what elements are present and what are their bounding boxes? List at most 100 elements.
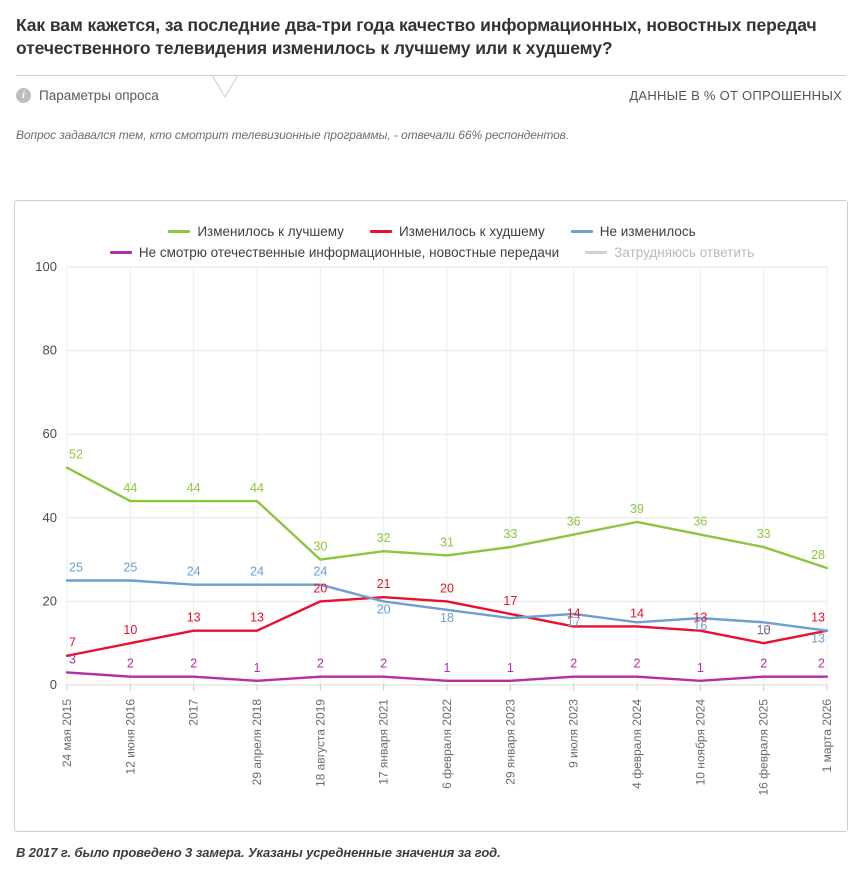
data-point-label: 24 xyxy=(313,565,327,579)
sub-note: Вопрос задавался тем, кто смотрит телеви… xyxy=(16,127,570,142)
data-point-label: 1 xyxy=(507,661,514,675)
data-point-label: 15 xyxy=(757,623,771,637)
data-point-label: 36 xyxy=(567,515,581,529)
data-point-label: 2 xyxy=(634,657,641,671)
data-point-label: 2 xyxy=(127,657,134,671)
data-point-label: 2 xyxy=(818,657,825,671)
data-point-label: 32 xyxy=(377,531,391,545)
y-axis-tick-label: 40 xyxy=(43,510,57,525)
data-point-label: 2 xyxy=(760,657,767,671)
data-point-label: 2 xyxy=(190,657,197,671)
y-axis-tick-label: 80 xyxy=(43,343,57,358)
data-point-label: 31 xyxy=(440,535,454,549)
legend-label-better: Изменилось к лучшему xyxy=(197,224,344,239)
data-point-label: 2 xyxy=(380,657,387,671)
x-axis-label: 2017 xyxy=(187,699,201,726)
legend-item-unchanged[interactable]: Не изменилось xyxy=(570,224,696,239)
x-axis-label: 17 января 2021 xyxy=(377,699,391,785)
x-axis-label: 24 мая 2015 xyxy=(60,699,74,767)
data-point-label: 10 xyxy=(123,623,137,637)
data-point-label: 44 xyxy=(187,481,201,495)
data-point-label: 2 xyxy=(570,657,577,671)
x-axis-label: 12 июня 2016 xyxy=(123,699,137,775)
legend-swatch-worse xyxy=(369,230,392,233)
data-point-label: 17 xyxy=(567,615,581,629)
data-point-label: 17 xyxy=(503,594,517,608)
series-line-2 xyxy=(65,579,829,632)
x-axis-label: 6 февраля 2022 xyxy=(440,699,454,789)
data-point-label: 33 xyxy=(503,527,517,541)
data-point-label: 20 xyxy=(377,602,391,616)
x-axis-label: 29 января 2023 xyxy=(503,699,517,785)
data-point-label: 1 xyxy=(254,661,261,675)
toolbar: i Параметры опроса ДАННЫЕ В % ОТ ОПРОШЕН… xyxy=(16,74,846,116)
legend-row-1: Изменилось к лучшему Изменилось к худшем… xyxy=(15,221,849,242)
chart-legend: Изменилось к лучшему Изменилось к худшем… xyxy=(15,221,849,263)
legend-item-worse[interactable]: Изменилось к худшему xyxy=(369,224,545,239)
data-point-label: 30 xyxy=(313,540,327,554)
data-point-label: 13 xyxy=(250,611,264,625)
legend-swatch-hard-to-say xyxy=(585,251,608,254)
y-axis-tick-label: 20 xyxy=(43,593,57,608)
data-point-label: 18 xyxy=(440,611,454,625)
data-point-label: 52 xyxy=(69,448,83,462)
legend-item-better[interactable]: Изменилось к лучшему xyxy=(168,224,344,239)
data-point-label: 13 xyxy=(811,611,825,625)
series-line-1 xyxy=(65,596,829,657)
legend-swatch-dont-watch xyxy=(109,251,132,254)
x-axis-label: 10 ноября 2024 xyxy=(693,699,707,786)
page-title: Как вам кажется, за последние два-три го… xyxy=(16,15,817,59)
y-axis-tick-label: 0 xyxy=(50,677,57,692)
data-point-label: 24 xyxy=(250,565,264,579)
info-icon: i xyxy=(16,88,31,104)
data-point-label: 20 xyxy=(313,581,327,595)
data-point-label: 14 xyxy=(630,606,644,620)
legend-label-hard-to-say: Затрудняюсь ответить xyxy=(614,245,755,260)
legend-label-unchanged: Не изменилось xyxy=(599,224,696,239)
data-point-label: 20 xyxy=(440,581,454,595)
y-axis-tick-label: 60 xyxy=(43,426,57,441)
data-point-label: 13 xyxy=(811,632,825,646)
data-point-label: 25 xyxy=(123,561,137,575)
data-point-label: 14 xyxy=(567,606,581,620)
data-point-label: 36 xyxy=(693,515,707,529)
tab-notch-decoration xyxy=(212,74,238,99)
data-point-label: 44 xyxy=(250,481,264,495)
data-units-label: ДАННЫЕ В % ОТ ОПРОШЕННЫХ xyxy=(629,88,842,104)
x-axis-label: 18 августа 2019 xyxy=(313,699,327,787)
data-point-label: 24 xyxy=(187,565,201,579)
chart-card: Изменилось к лучшему Изменилось к худшем… xyxy=(14,200,848,832)
poll-params-button[interactable]: i Параметры опроса xyxy=(16,88,159,104)
x-axis-label: 9 июля 2023 xyxy=(567,699,581,768)
x-axis-label: 29 апреля 2018 xyxy=(250,699,264,786)
footer-note: В 2017 г. было проведено 3 замера. Указа… xyxy=(16,845,501,860)
data-point-label: 3 xyxy=(69,652,76,666)
data-point-label: 21 xyxy=(377,577,391,591)
data-point-label: 10 xyxy=(757,623,771,637)
data-point-label: 44 xyxy=(123,481,137,495)
data-point-label: 28 xyxy=(811,548,825,562)
legend-item-hard-to-say[interactable]: Затрудняюсь ответить xyxy=(585,245,754,260)
legend-row-2: Не смотрю отечественные информационные, … xyxy=(15,242,849,263)
legend-swatch-unchanged xyxy=(570,230,593,233)
x-axis-label: 1 марта 2026 xyxy=(820,699,834,773)
legend-item-dont-watch[interactable]: Не смотрю отечественные информационные, … xyxy=(109,245,559,260)
plot-area: 0 20 40 60 80 100 24 мая 2015 12 июня 2016 2017 2… xyxy=(15,201,849,833)
data-point-label: 7 xyxy=(69,636,76,650)
x-axis-label: 16 февраля 2025 xyxy=(757,699,771,796)
page-header: Как вам кажется, за последние два-три го… xyxy=(0,0,862,116)
legend-label-worse: Изменилось к худшему xyxy=(398,224,545,239)
data-point-label: 1 xyxy=(444,661,451,675)
data-point-label: 13 xyxy=(187,611,201,625)
data-point-label: 13 xyxy=(693,611,707,625)
data-point-label: 16 xyxy=(693,619,707,633)
series-line-3 xyxy=(65,671,829,683)
x-axis-label: 4 февраля 2024 xyxy=(630,699,644,789)
data-point-label: 33 xyxy=(757,527,771,541)
data-point-label: 1 xyxy=(697,661,704,675)
y-axis-tick-label: 100 xyxy=(35,259,57,274)
data-point-label: 2 xyxy=(317,657,324,671)
legend-swatch-better xyxy=(168,230,191,233)
series-line-0 xyxy=(65,466,829,570)
